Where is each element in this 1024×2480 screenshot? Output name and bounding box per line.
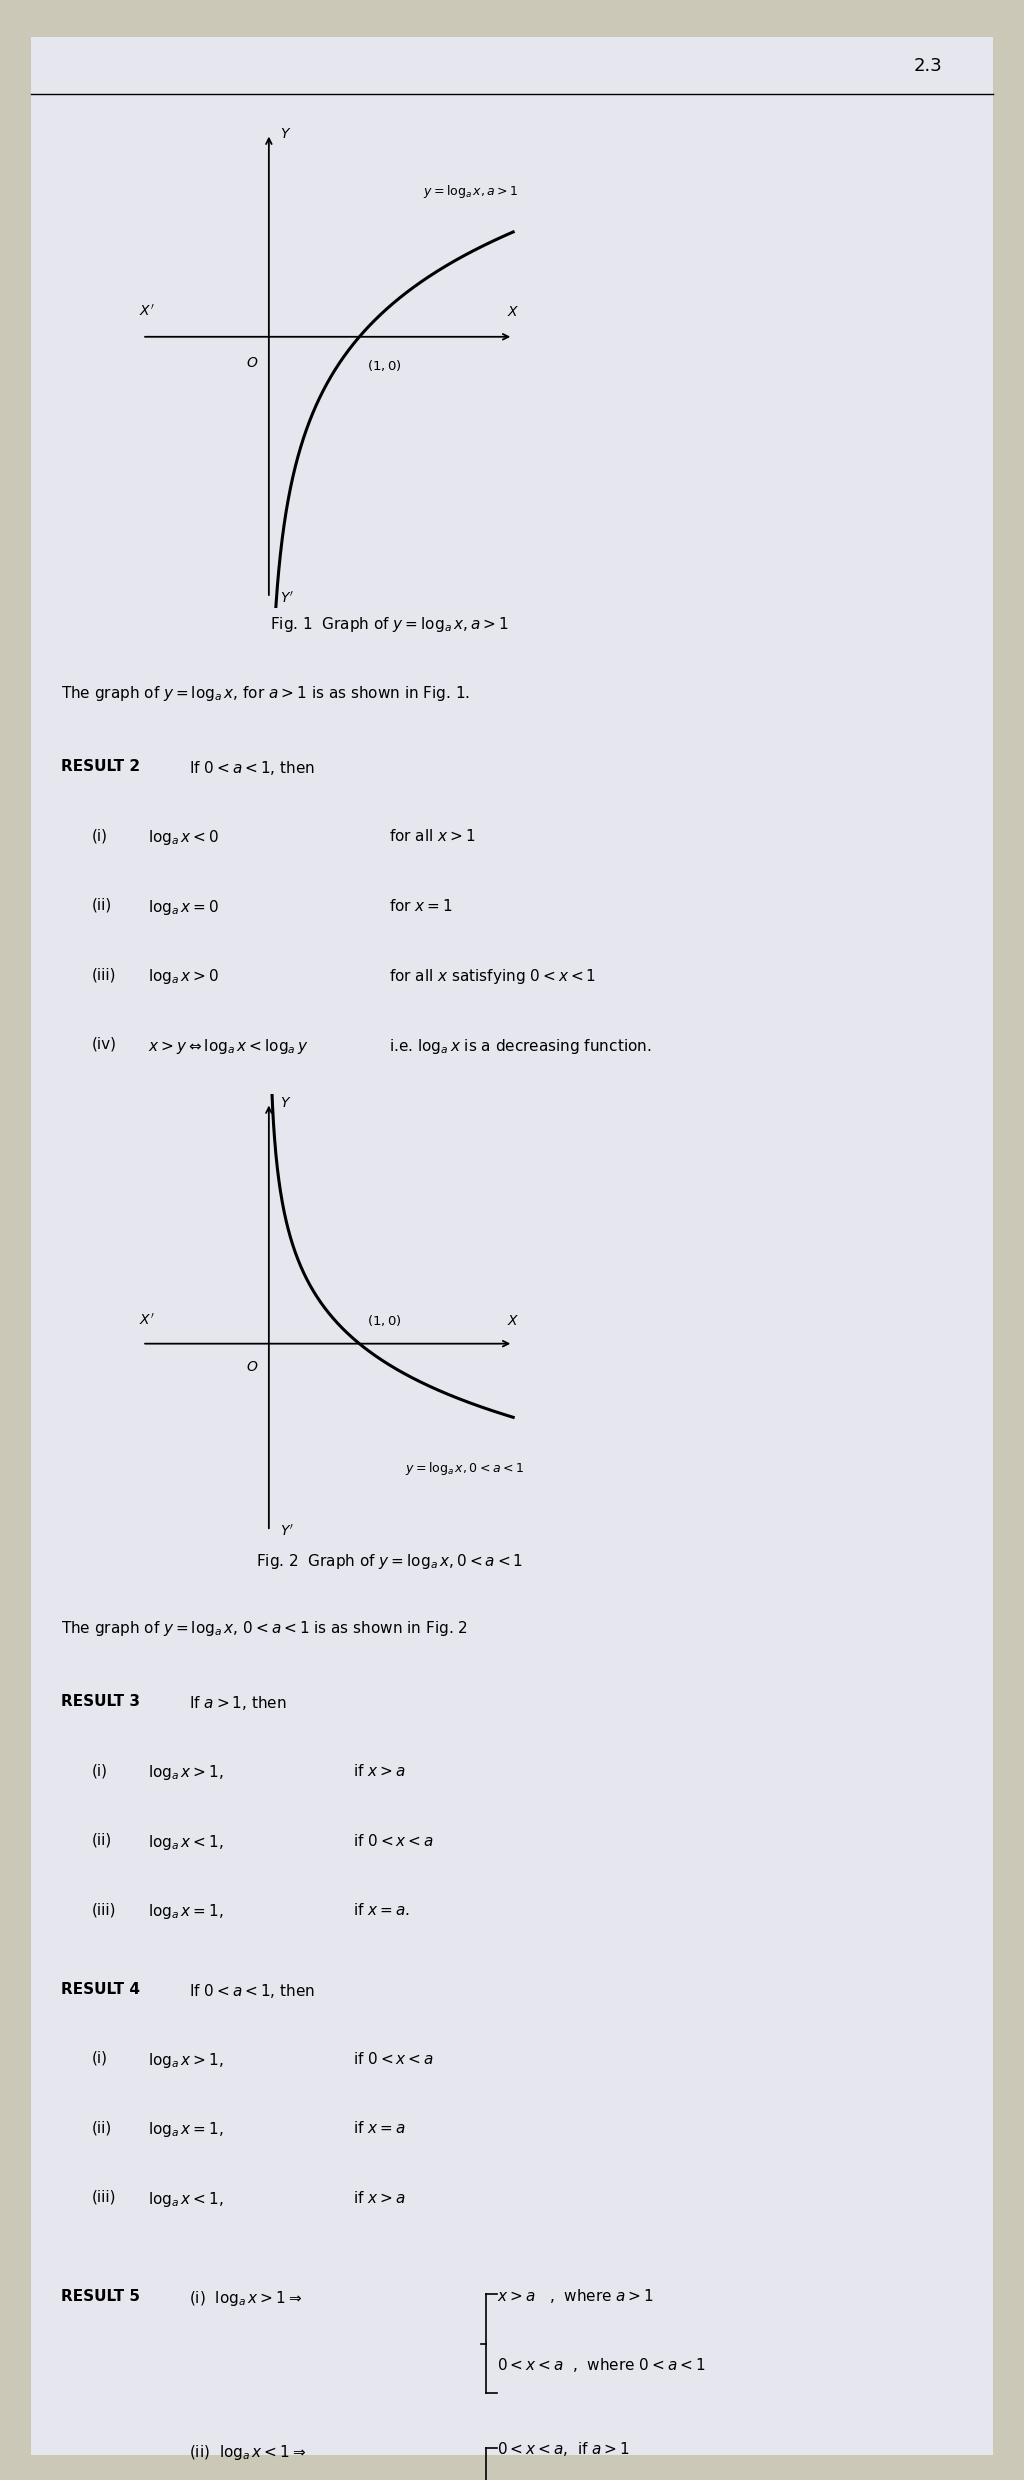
Text: $Y$: $Y$ [280,126,291,141]
Text: (iii): (iii) [92,967,117,982]
Text: $y = \log_a x, 0 < a < 1$: $y = \log_a x, 0 < a < 1$ [404,1461,523,1478]
Text: (ii): (ii) [92,2120,113,2135]
Text: if $x = a$: if $x = a$ [353,2120,406,2135]
Text: (ii): (ii) [92,898,113,913]
Text: If $0 < a < 1$, then: If $0 < a < 1$, then [189,759,315,776]
Text: (i): (i) [92,1763,109,1778]
Text: $x > a$   ,  where $a > 1$: $x > a$ , where $a > 1$ [497,2287,653,2304]
Text: if $x > a$: if $x > a$ [353,2190,406,2205]
Text: (i)  $\log_a x > 1 \Rightarrow$: (i) $\log_a x > 1 \Rightarrow$ [189,2289,303,2309]
Text: $0 < x < a$,  if $a > 1$: $0 < x < a$, if $a > 1$ [497,2440,630,2458]
Text: $\log_a x > 0$: $\log_a x > 0$ [148,967,220,987]
Text: for $x = 1$: for $x = 1$ [389,898,453,913]
Text: The graph of $y = \log_a x$, for $a > 1$ is as shown in Fig. 1.: The graph of $y = \log_a x$, for $a > 1$… [61,684,471,704]
Text: If $0 < a < 1$, then: If $0 < a < 1$, then [189,1982,315,1999]
Text: (iii): (iii) [92,1902,117,1917]
Text: $\log_a x = 1$,: $\log_a x = 1$, [148,1902,224,1922]
Text: $(1, 0)$: $(1, 0)$ [367,357,401,372]
Text: $Y'$: $Y'$ [280,590,294,605]
Text: (iii): (iii) [92,2190,117,2205]
Text: $\log_a x = 1$,: $\log_a x = 1$, [148,2120,224,2140]
Text: $\log_a x > 1$,: $\log_a x > 1$, [148,2051,224,2071]
Text: if $0 < x < a$: if $0 < x < a$ [353,1833,434,1848]
Text: $X'$: $X'$ [139,1312,155,1327]
Text: RESULT 5: RESULT 5 [61,2289,140,2304]
Text: $X$: $X$ [507,305,519,320]
Text: $\log_a x < 0$: $\log_a x < 0$ [148,828,220,848]
Text: i.e. $\log_a x$ is a decreasing function.: i.e. $\log_a x$ is a decreasing function… [389,1037,651,1056]
Text: $O$: $O$ [246,1359,258,1374]
Text: $x > y \Leftrightarrow \log_a x < \log_a y$: $x > y \Leftrightarrow \log_a x < \log_a… [148,1037,309,1056]
Text: $X$: $X$ [507,1314,519,1327]
Text: if $x = a$.: if $x = a$. [353,1902,410,1917]
Text: (i): (i) [92,2051,109,2066]
Text: if $x > a$: if $x > a$ [353,1763,406,1778]
Text: (i): (i) [92,828,109,843]
Text: $Y$: $Y$ [280,1096,291,1109]
Text: Fig. 1  Graph of $y = \log_a x, a > 1$: Fig. 1 Graph of $y = \log_a x, a > 1$ [269,615,509,635]
Text: $\log_a x = 0$: $\log_a x = 0$ [148,898,220,918]
Text: $O$: $O$ [246,357,258,370]
Text: $0 < x < a$  ,  where $0 < a < 1$: $0 < x < a$ , where $0 < a < 1$ [497,2356,706,2373]
Text: if $0 < x < a$: if $0 < x < a$ [353,2051,434,2066]
Text: RESULT 2: RESULT 2 [61,759,140,774]
Text: 2.3: 2.3 [913,57,942,74]
Text: for all $x > 1$: for all $x > 1$ [389,828,475,843]
Text: $y = \log_a x, a > 1$: $y = \log_a x, a > 1$ [423,184,518,201]
Text: RESULT 3: RESULT 3 [61,1694,140,1709]
Text: (iv): (iv) [92,1037,117,1052]
Text: If $a > 1$, then: If $a > 1$, then [189,1694,287,1711]
Text: (ii)  $\log_a x < 1 \Rightarrow$: (ii) $\log_a x < 1 \Rightarrow$ [189,2443,307,2463]
Text: $\log_a x < 1$,: $\log_a x < 1$, [148,1833,224,1853]
Text: for all $x$ satisfying $0 < x < 1$: for all $x$ satisfying $0 < x < 1$ [389,967,596,987]
Text: $\log_a x > 1$,: $\log_a x > 1$, [148,1763,224,1783]
Text: $X'$: $X'$ [139,305,155,320]
Text: Fig. 2  Graph of $y = \log_a x, 0 < a < 1$: Fig. 2 Graph of $y = \log_a x, 0 < a < 1… [256,1552,522,1572]
Text: $(1, 0)$: $(1, 0)$ [367,1312,401,1327]
Text: $Y'$: $Y'$ [280,1523,294,1538]
Text: The graph of $y = \log_a x$, $0 < a < 1$ is as shown in Fig. 2: The graph of $y = \log_a x$, $0 < a < 1$… [61,1619,468,1639]
Text: RESULT 4: RESULT 4 [61,1982,140,1996]
Text: (ii): (ii) [92,1833,113,1848]
Text: $\log_a x < 1$,: $\log_a x < 1$, [148,2190,224,2210]
